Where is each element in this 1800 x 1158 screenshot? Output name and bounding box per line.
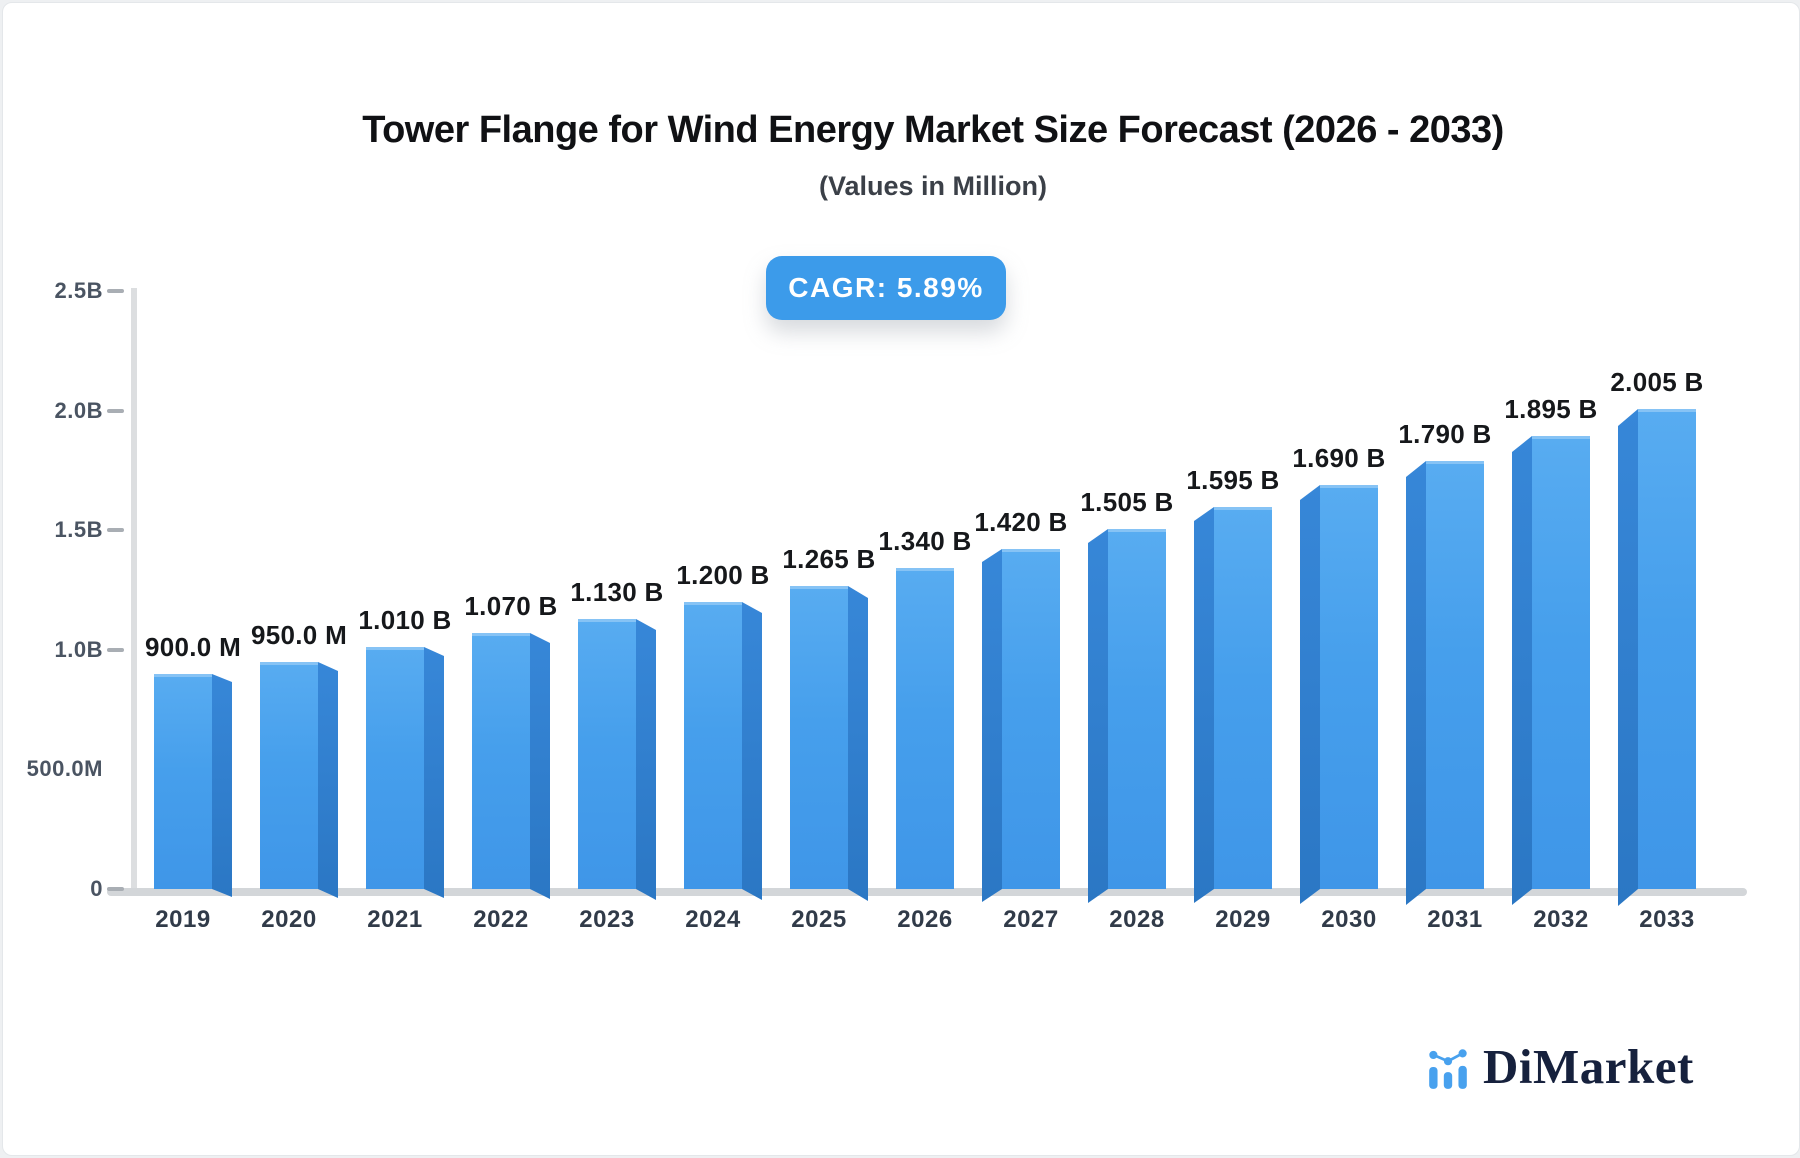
y-axis-tick <box>107 647 124 652</box>
chart-subtitle: (Values in Million) <box>818 171 1048 201</box>
x-axis-line <box>107 888 1747 896</box>
bar-value-label: 1.505 B <box>1080 487 1174 517</box>
x-axis-label: 2025 <box>791 906 847 933</box>
y-axis-label: 2.0B <box>54 397 103 423</box>
bar-2025[interactable] <box>790 586 848 889</box>
bar-side-face <box>212 674 232 897</box>
y-axis-label: 500.0M <box>26 756 103 782</box>
bar-2029[interactable] <box>1214 507 1272 889</box>
bar-side-face <box>1300 485 1320 904</box>
bar-side-face <box>318 662 338 898</box>
y-axis-label: 1.5B <box>54 517 103 543</box>
bar-value-label: 1.265 B <box>782 544 876 574</box>
bar-value-label: 2.005 B <box>1610 367 1704 397</box>
bar-2024[interactable] <box>684 602 742 889</box>
bar-side-face <box>636 619 656 900</box>
bar-side-face <box>742 602 762 900</box>
bar-2026[interactable] <box>896 568 954 889</box>
bar-value-label: 1.690 B <box>1292 443 1386 473</box>
bar-2033[interactable] <box>1638 409 1696 889</box>
bar-value-label: 1.420 B <box>974 507 1068 537</box>
bar-2027[interactable] <box>1002 549 1060 889</box>
bar-side-face <box>982 549 1002 902</box>
brand-logo-text: DiMarket <box>1483 1039 1694 1094</box>
bar-side-face <box>1618 409 1638 906</box>
x-axis-label: 2033 <box>1639 906 1695 933</box>
brand-logo: DiMarket <box>1425 1041 1694 1093</box>
bar-value-label: 1.070 B <box>464 591 558 621</box>
bar-value-label: 1.010 B <box>358 605 452 635</box>
x-axis-label: 2029 <box>1215 906 1271 933</box>
y-axis-tick <box>107 289 124 293</box>
bar-side-face <box>530 633 550 899</box>
x-axis-label: 2024 <box>685 906 741 933</box>
y-axis-line <box>131 288 137 896</box>
bar-side-face <box>848 586 868 901</box>
bar-2030[interactable] <box>1320 485 1378 889</box>
bar-value-label: 1.340 B <box>878 526 972 556</box>
y-axis-label: 0 <box>90 876 103 901</box>
bar-side-face <box>1194 507 1214 903</box>
y-axis-tick <box>107 408 124 413</box>
bar-2022[interactable] <box>472 633 530 889</box>
chart-title: Tower Flange for Wind Energy Market Size… <box>362 109 1504 151</box>
bar-value-label: 1.790 B <box>1398 419 1492 449</box>
x-axis-label: 2030 <box>1321 906 1377 933</box>
bar-value-label: 1.200 B <box>676 560 770 590</box>
x-axis-label: 2023 <box>579 906 635 933</box>
bar-side-face <box>1406 461 1426 905</box>
x-axis-label: 2027 <box>1003 906 1059 933</box>
bar-value-label: 950.0 M <box>250 620 348 650</box>
bar-side-face <box>1512 436 1532 905</box>
bar-2021[interactable] <box>366 647 424 889</box>
bar-2031[interactable] <box>1426 461 1484 889</box>
bar-2032[interactable] <box>1532 436 1590 889</box>
bar-2023[interactable] <box>578 619 636 889</box>
bar-value-label: 900.0 M <box>144 632 242 662</box>
bar-2020[interactable] <box>260 662 318 889</box>
bar-value-label: 1.595 B <box>1186 465 1280 495</box>
x-axis-label: 2031 <box>1427 906 1483 933</box>
y-axis-label: 1.0B <box>54 636 103 662</box>
bar-side-face <box>424 647 444 898</box>
x-axis-label: 2021 <box>367 906 423 933</box>
bar-side-face <box>1088 529 1108 903</box>
bar-2028[interactable] <box>1108 529 1166 889</box>
bar-value-label: 1.895 B <box>1504 394 1598 424</box>
plot-area: 2.5B 2.0B 1.5B 1.0B 500.0M 0 900.0 M 2019 950.0 … <box>3 3 1799 1155</box>
x-axis-label: 2032 <box>1533 906 1589 933</box>
x-axis-label: 2028 <box>1109 906 1165 933</box>
x-axis-label: 2022 <box>473 906 529 933</box>
bar-2019[interactable] <box>154 674 212 889</box>
y-axis-label: 2.5B <box>54 278 103 303</box>
y-axis-tick <box>107 887 124 891</box>
cagr-badge: CAGR: 5.89% <box>766 256 1006 320</box>
bar-chart-icon <box>1429 1049 1467 1089</box>
x-axis-label: 2020 <box>261 906 317 933</box>
x-axis-label: 2019 <box>155 906 211 933</box>
x-axis-label: 2026 <box>897 906 953 933</box>
bar-value-label: 1.130 B <box>570 577 664 607</box>
y-axis-tick <box>107 528 124 533</box>
